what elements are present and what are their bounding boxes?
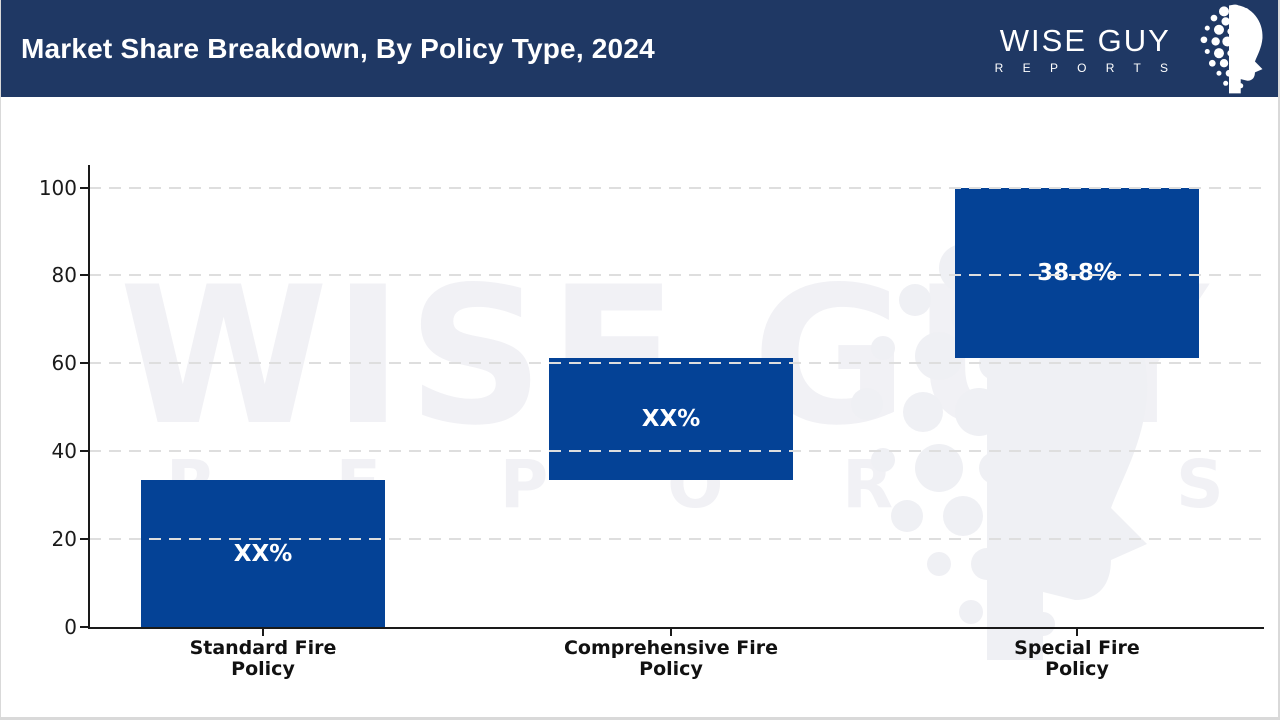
y-tick-mark [80, 362, 88, 365]
chart-area: WISE GUY R E P O R T S 0 20 40 60 80 100 XX% XX… [1, 97, 1278, 717]
gridline-y40 [89, 450, 1263, 453]
bar-segment: 38.8% [955, 187, 1199, 359]
x-category-label-line: Special Fire [1014, 637, 1140, 659]
x-category-label: Standard Fire Policy [103, 638, 423, 680]
gridline-y100 [89, 186, 1263, 189]
logo-head-icon [1200, 4, 1263, 93]
x-tick-mark [262, 629, 264, 636]
bar-value-label: XX% [641, 406, 701, 433]
y-tick-mark [80, 450, 88, 453]
chart-title: Market Share Breakdown, By Policy Type, … [21, 32, 655, 64]
header-bar: Market Share Breakdown, By Policy Type, … [1, 0, 1278, 97]
bar-segment: XX% [549, 358, 793, 481]
wiseguy-logo: WISE GUY R E P O R T S [995, 3, 1278, 95]
x-category-label-line: Standard Fire [189, 637, 337, 659]
logo-wordmark: WISE GUY [999, 22, 1171, 58]
bar-segment: XX% [141, 480, 385, 627]
y-tick-mark [80, 538, 88, 541]
y-tick-label: 20 [51, 527, 77, 552]
y-axis-line [88, 165, 90, 629]
gridline-y20 [89, 538, 1263, 541]
x-axis-line [88, 627, 1264, 629]
gridline-y80 [89, 274, 1263, 277]
gridline-y60 [89, 362, 1263, 365]
x-tick-mark [670, 629, 672, 636]
y-tick-label: 60 [51, 351, 77, 376]
y-tick-label: 100 [38, 175, 77, 200]
x-category-label-line: Policy [231, 658, 295, 680]
y-tick-label: 80 [51, 263, 77, 288]
x-category-label: Special Fire Policy [917, 638, 1237, 680]
x-tick-mark [1076, 629, 1078, 636]
bar-value-label: 38.8% [1037, 259, 1117, 286]
logo-subtitle: R E P O R T S [994, 60, 1176, 75]
y-tick-label: 40 [51, 439, 77, 464]
x-category-label: Comprehensive Fire Policy [511, 638, 831, 680]
x-category-label-line: Policy [639, 658, 703, 680]
y-tick-label: 0 [64, 615, 77, 639]
x-category-label-line: Comprehensive Fire [563, 637, 779, 659]
bar-value-label: XX% [233, 540, 293, 567]
y-tick-mark [80, 626, 88, 628]
x-category-label-line: Policy [1045, 658, 1109, 680]
y-tick-mark [80, 274, 88, 277]
y-tick-mark [80, 186, 88, 189]
logo-text: WISE GUY R E P O R T S [995, 23, 1176, 75]
